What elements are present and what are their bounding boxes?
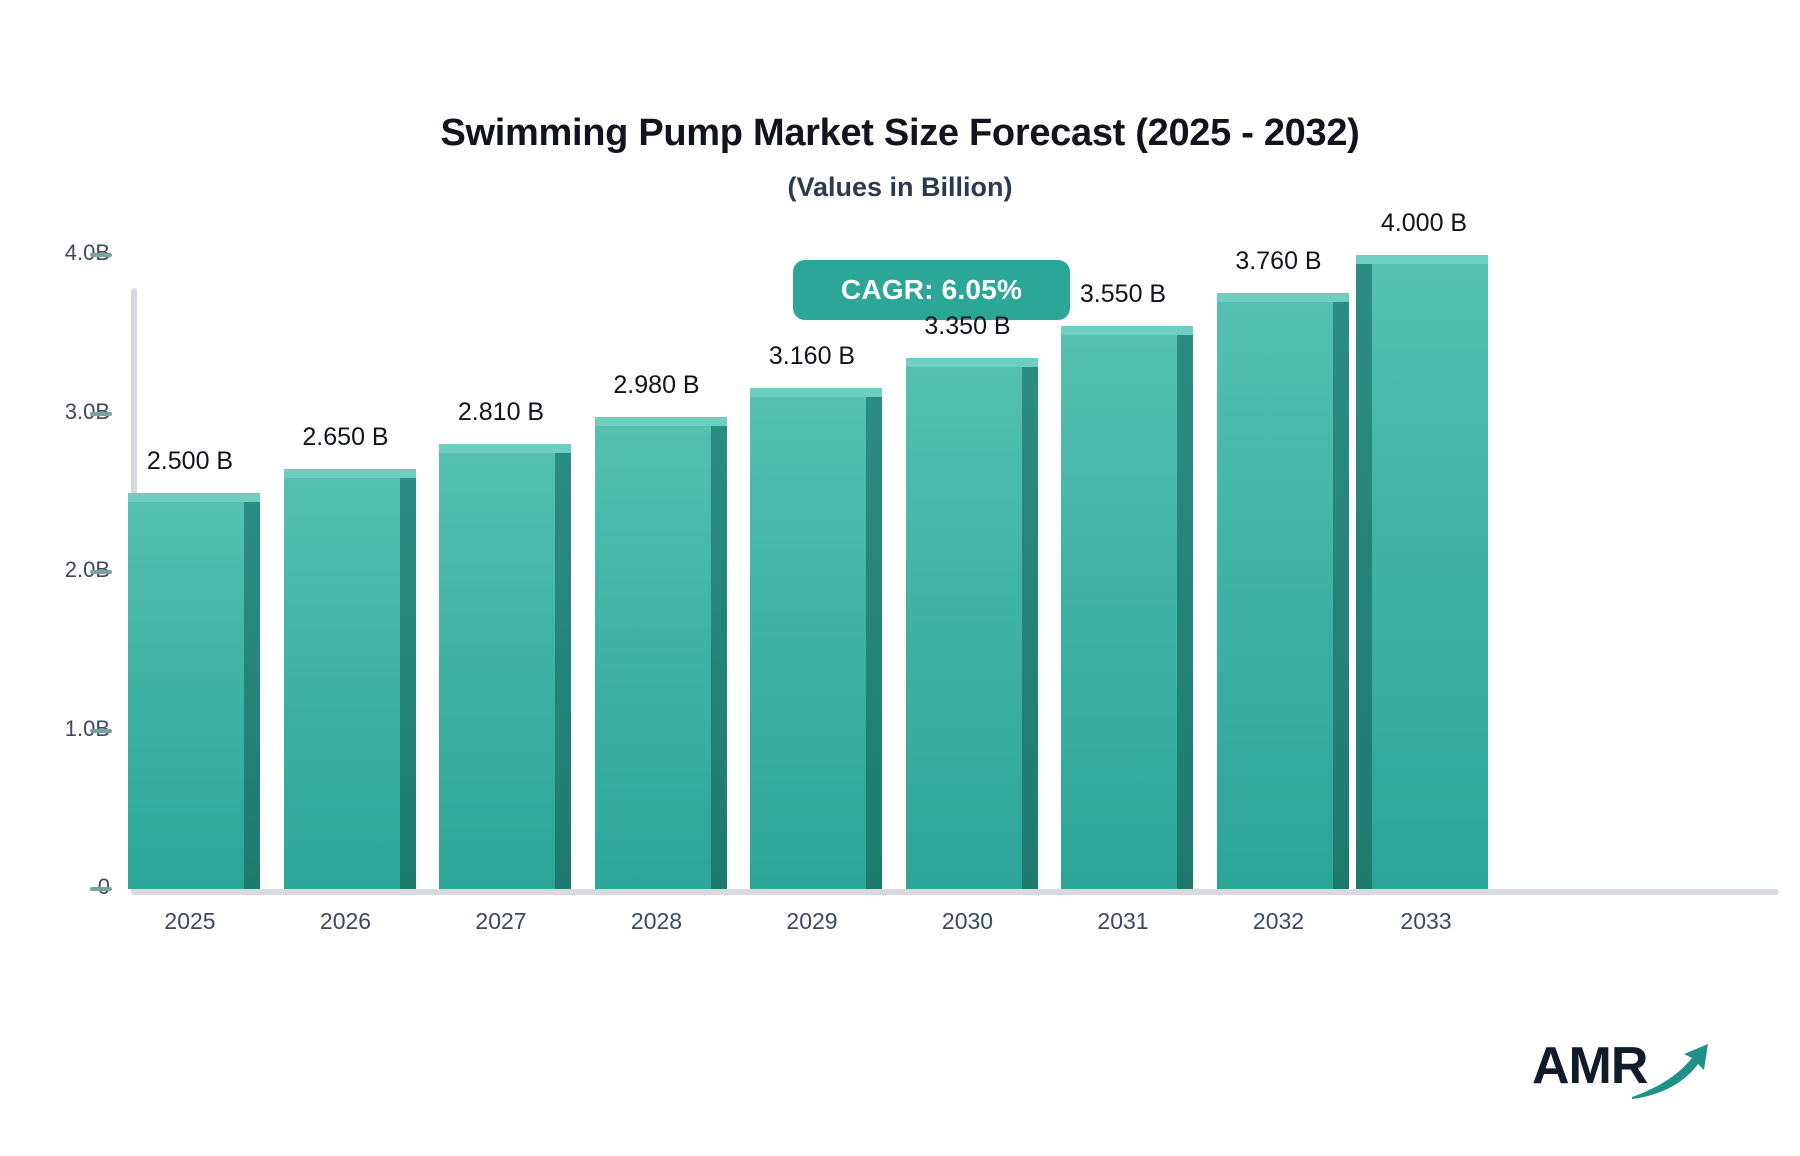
x-tick-label: 2029	[786, 908, 838, 934]
x-axis-line	[131, 889, 1779, 895]
bar-value-label: 3.350 B	[924, 312, 1011, 341]
bar-side-face	[1177, 335, 1193, 889]
bar[interactable]	[1216, 293, 1349, 889]
bar-top-face	[1216, 293, 1349, 303]
x-tick-label: 2032	[1252, 908, 1305, 934]
amr-logo: AMR	[1532, 1038, 1712, 1108]
bar[interactable]	[750, 388, 882, 889]
bar-front-face	[283, 477, 400, 889]
x-tick-label: 2025	[164, 908, 216, 934]
bar-front-face	[1216, 302, 1333, 889]
bar-value-label: 2.810 B	[457, 397, 545, 426]
bar-side-face	[555, 452, 571, 889]
bar-value-label: 2.500 B	[146, 446, 234, 475]
bar-top-face	[128, 492, 260, 502]
x-tick-label: 2031	[1097, 908, 1149, 934]
y-tick-label: 2.0B	[64, 557, 110, 582]
y-tick-mark	[90, 253, 112, 257]
y-tick-mark	[90, 887, 112, 891]
y-tick-label: 0	[98, 874, 110, 900]
page-title: Swimming Pump Market Size Forecast (2025…	[440, 112, 1360, 154]
bar-top-face	[439, 443, 571, 453]
bar-value-label: 4.000 B	[1380, 209, 1468, 237]
y-tick-label: 1.0B	[64, 715, 110, 741]
bar-front-face	[128, 501, 244, 889]
bar-front-face	[905, 367, 1022, 889]
chart-subtitle: (Values in Billion)	[787, 172, 1013, 202]
bar-side-face	[399, 477, 416, 889]
bar[interactable]	[439, 443, 571, 889]
y-tick-label: 3.0B	[64, 398, 110, 424]
x-tick-label: 2027	[475, 908, 527, 934]
x-tick-label: 2033	[1400, 908, 1452, 934]
bar-side-face	[1332, 302, 1349, 889]
y-tick-mark	[90, 570, 112, 574]
cagr-badge: CAGR: 6.05%	[793, 260, 1070, 320]
bar-value-label: 3.760 B	[1235, 247, 1322, 276]
bar-top-face	[594, 416, 727, 426]
bar-side-face	[710, 425, 727, 889]
bar-top-face	[905, 358, 1038, 368]
y-tick-mark	[90, 411, 112, 416]
bar[interactable]	[594, 416, 727, 889]
bar-front-face	[439, 452, 555, 889]
bar-top-face	[1356, 255, 1488, 264]
bar-value-label: 3.160 B	[768, 342, 856, 371]
bar-side-face	[1021, 367, 1038, 889]
bar[interactable]	[905, 358, 1038, 889]
amr-logo-text: AMR	[1532, 1037, 1648, 1095]
bar-value-label: 2.980 B	[613, 370, 700, 399]
bar-front-face	[1061, 335, 1177, 889]
bar-value-label: 2.650 B	[302, 422, 389, 451]
growth-arrow-icon	[1632, 1044, 1708, 1099]
bar-side-face	[1356, 264, 1372, 889]
x-tick-label: 2030	[941, 908, 994, 934]
bar[interactable]	[1356, 255, 1488, 889]
bar[interactable]	[283, 468, 416, 889]
bar-front-face	[594, 425, 711, 889]
cagr-badge-label: CAGR: 6.05%	[840, 274, 1023, 305]
y-tick-mark	[90, 728, 112, 733]
x-tick-label: 2026	[319, 908, 372, 934]
bar-top-face	[283, 468, 416, 478]
bar-value-label: 3.550 B	[1079, 280, 1167, 309]
bar[interactable]	[1061, 326, 1193, 889]
bar-front-face	[1372, 264, 1488, 889]
bar-front-face	[750, 397, 866, 889]
bar-side-face	[866, 397, 882, 889]
x-tick-label: 2028	[630, 908, 683, 934]
bar-top-face	[1061, 326, 1193, 336]
y-tick-label: 4.0B	[64, 240, 110, 265]
bar-top-face	[750, 388, 882, 398]
bar-side-face	[244, 501, 260, 889]
bar[interactable]	[128, 492, 260, 889]
